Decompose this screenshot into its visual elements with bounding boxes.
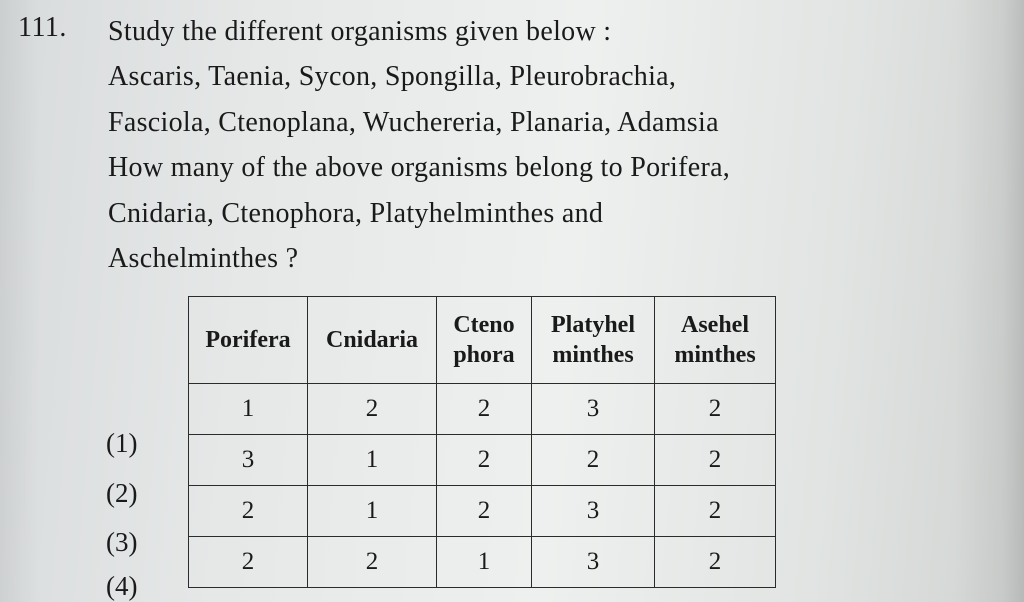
- cell: 3: [532, 537, 655, 588]
- question-line: Aschelminthes ?: [108, 237, 964, 280]
- answer-table-wrap: Porifera Cnidaria Cteno phora Platyhel m…: [188, 296, 964, 588]
- cell: 2: [655, 486, 776, 537]
- question-line: Study the different organisms given belo…: [108, 10, 964, 53]
- col-header-aschelminthes: Asehel minthes: [655, 297, 776, 384]
- header-line: Platyhel: [551, 312, 635, 338]
- cell: 2: [189, 537, 308, 588]
- col-header-ctenophora: Cteno phora: [437, 297, 532, 384]
- cell: 3: [189, 435, 308, 486]
- cell: 2: [437, 486, 532, 537]
- cell: 2: [308, 384, 437, 435]
- cell: 1: [437, 537, 532, 588]
- cell: 2: [308, 537, 437, 588]
- table-row: 1 2 2 3 2: [189, 384, 776, 435]
- col-header-porifera: Porifera: [189, 297, 308, 384]
- question-line: Cnidaria, Ctenophora, Platyhelminthes an…: [108, 192, 964, 235]
- cell: 2: [655, 384, 776, 435]
- option-label-4: (4): [106, 571, 137, 602]
- cell: 2: [437, 435, 532, 486]
- header-line: Cteno: [453, 312, 514, 338]
- question-number: 111.: [18, 10, 88, 44]
- cell: 2: [655, 435, 776, 486]
- question-block: 111. Study the different organisms given…: [18, 10, 964, 282]
- cell: 1: [308, 435, 437, 486]
- option-label-2: (2): [106, 478, 137, 509]
- cell: 1: [189, 384, 308, 435]
- table-row: 2 2 1 3 2: [189, 537, 776, 588]
- page: 111. Study the different organisms given…: [0, 0, 1024, 588]
- cell: 2: [655, 537, 776, 588]
- option-label-1: (1): [106, 428, 137, 459]
- option-label-3: (3): [106, 527, 137, 558]
- col-header-platyhelminthes: Platyhel minthes: [532, 297, 655, 384]
- question-line: Ascaris, Taenia, Sycon, Spongilla, Pleur…: [108, 55, 964, 98]
- cell: 2: [532, 435, 655, 486]
- header-line: Asehel: [681, 312, 749, 338]
- cell: 2: [189, 486, 308, 537]
- header-line: phora: [453, 342, 514, 368]
- table-row: 3 1 2 2 2: [189, 435, 776, 486]
- answer-table: Porifera Cnidaria Cteno phora Platyhel m…: [188, 296, 776, 588]
- cell: 1: [308, 486, 437, 537]
- cell: 3: [532, 384, 655, 435]
- header-line: minthes: [674, 342, 755, 368]
- header-line: minthes: [552, 342, 633, 368]
- question-text: Study the different organisms given belo…: [108, 10, 964, 282]
- question-line: Fasciola, Ctenoplana, Wuchereria, Planar…: [108, 101, 964, 144]
- table-row: 2 1 2 3 2: [189, 486, 776, 537]
- col-header-cnidaria: Cnidaria: [308, 297, 437, 384]
- table-header-row: Porifera Cnidaria Cteno phora Platyhel m…: [189, 297, 776, 384]
- cell: 2: [437, 384, 532, 435]
- cell: 3: [532, 486, 655, 537]
- question-line: How many of the above organisms belong t…: [108, 146, 964, 189]
